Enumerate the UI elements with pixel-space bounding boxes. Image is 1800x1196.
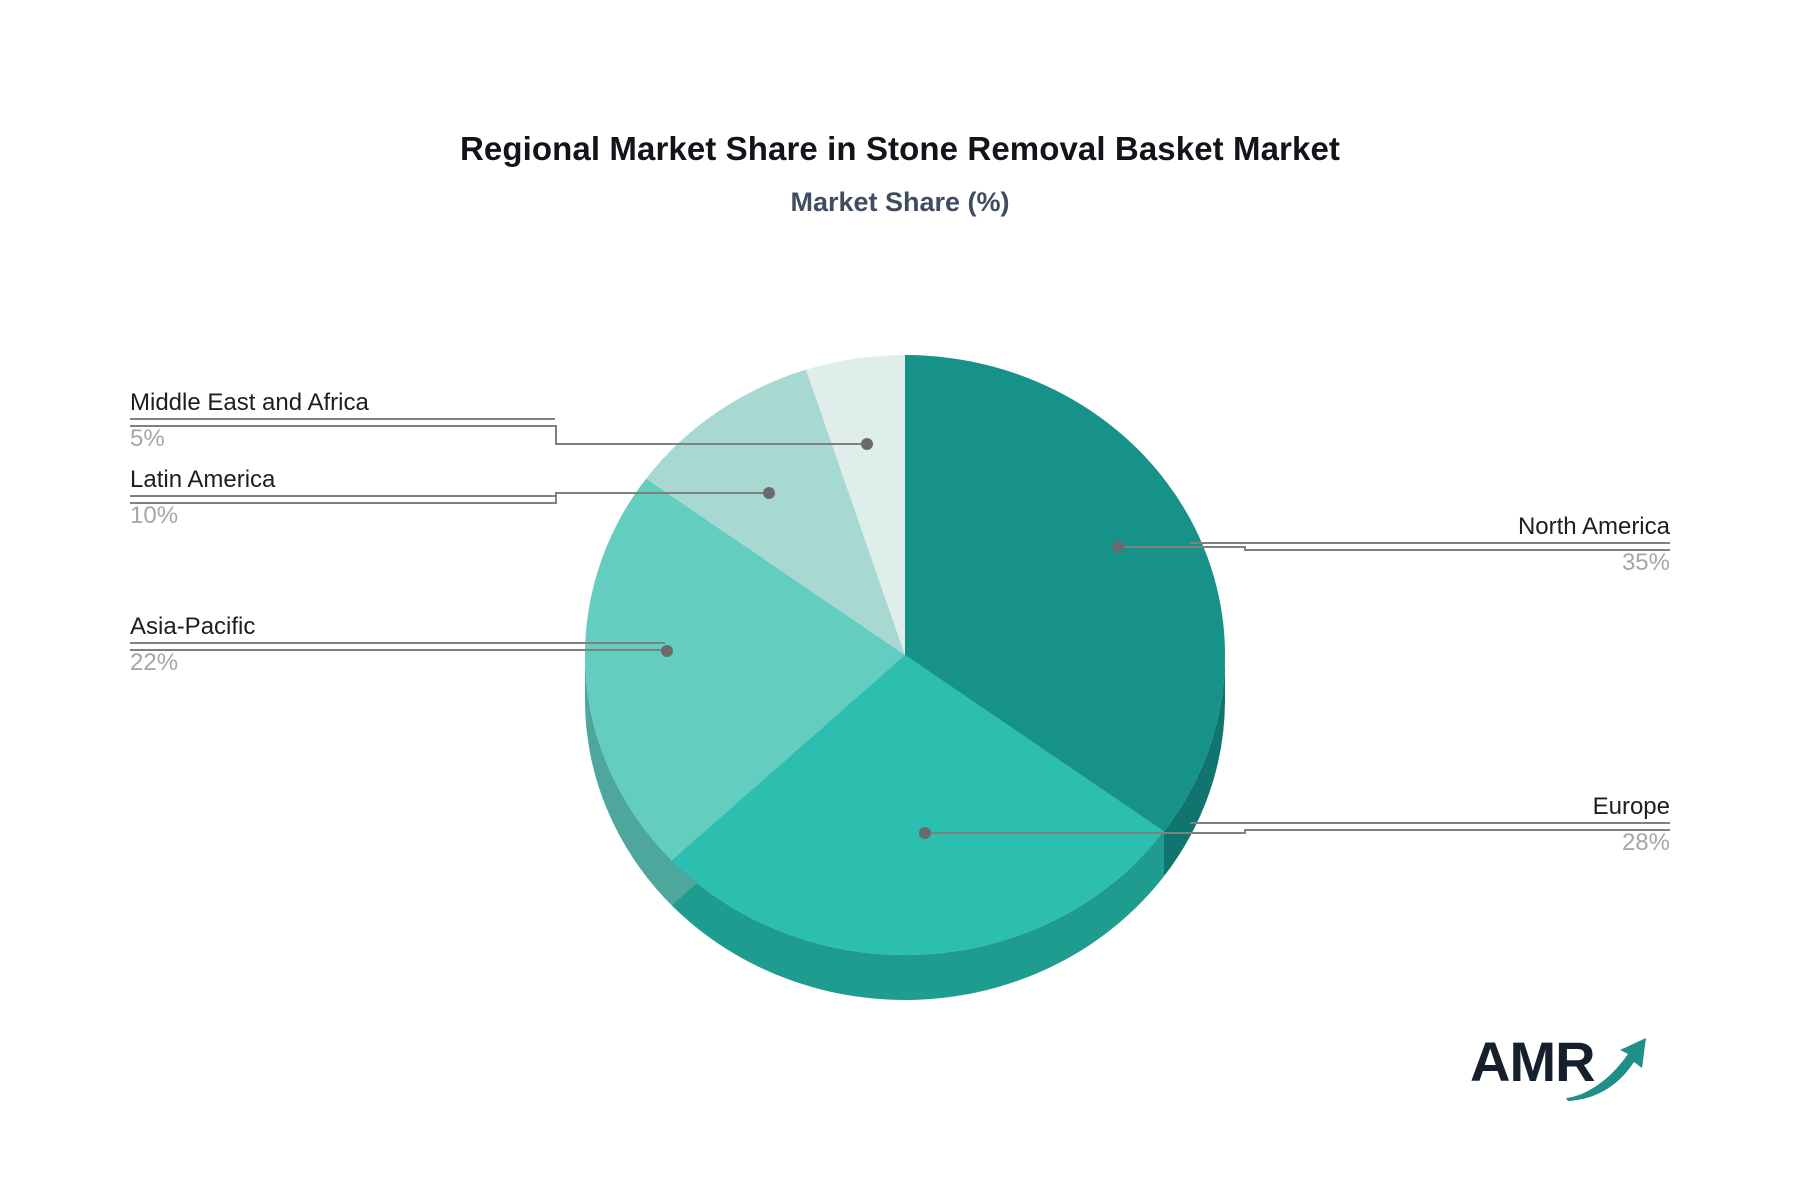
callout-rule-middle-east-and-africa — [130, 418, 555, 420]
growth-arrow-icon — [1566, 1038, 1646, 1101]
callout-label-asia-pacific: Asia-Pacific — [130, 613, 256, 640]
callout-value-north-america: 35% — [1621, 549, 1670, 576]
leader-line-europe — [926, 829, 1670, 834]
callout-north-america: North America 35% — [1190, 512, 1670, 579]
callout-value-europe: 28% — [1621, 829, 1670, 856]
leader-dots — [661, 438, 1124, 839]
callout-label-north-america: North America — [1517, 513, 1670, 540]
pie-slice-north-america — [905, 355, 1226, 832]
callout-label-middle-east-and-africa: Middle East and Africa — [130, 389, 369, 416]
leader-line-middle-east-and-africa — [130, 425, 866, 445]
pie-slice-latin-america — [646, 369, 905, 655]
leader-dot-europe — [919, 827, 931, 839]
pie-slice-middle-east-and-africa — [806, 355, 905, 655]
callout-latin-america: Latin America 10% — [130, 465, 555, 532]
callout-rule-latin-america — [130, 495, 555, 497]
leader-dot-north-america — [1112, 541, 1124, 553]
pie-slices — [585, 355, 1226, 955]
callout-value-middle-east-and-africa: 5% — [130, 425, 165, 452]
callout-value-latin-america: 10% — [130, 502, 179, 529]
pie-side-asia-pacific — [584, 653, 672, 906]
callout-europe: Europe 28% — [1190, 792, 1670, 859]
callout-middle-east-and-africa: Middle East and Africa 5% — [130, 388, 555, 455]
pie-side-europe — [671, 831, 1164, 1001]
callout-rule-north-america — [1190, 542, 1670, 544]
leader-line-north-america — [1117, 546, 1670, 551]
chart-title: Regional Market Share in Stone Removal B… — [460, 130, 1340, 167]
pie-slice-asia-pacific — [585, 478, 905, 861]
leader-dot-middle-east-and-africa — [861, 438, 873, 450]
callout-asia-pacific: Asia-Pacific 22% — [130, 612, 665, 679]
amr-logo: AMR — [1470, 1030, 1650, 1110]
callout-label-europe: Europe — [1592, 793, 1670, 820]
leader-line-latin-america — [130, 492, 768, 504]
callout-rule-europe — [1190, 822, 1670, 824]
leader-dot-asia-pacific — [661, 645, 673, 657]
chart-subtitle: Market Share (%) — [790, 187, 1010, 217]
pie-side-north-america — [1163, 656, 1225, 877]
callout-label-latin-america: Latin America — [130, 466, 276, 493]
callout-rule-asia-pacific — [130, 642, 665, 644]
pie-slice-europe — [671, 655, 1164, 955]
amr-logo-text: AMR — [1470, 1030, 1596, 1093]
leader-dot-latin-america — [763, 487, 775, 499]
callout-value-asia-pacific: 22% — [130, 649, 179, 676]
